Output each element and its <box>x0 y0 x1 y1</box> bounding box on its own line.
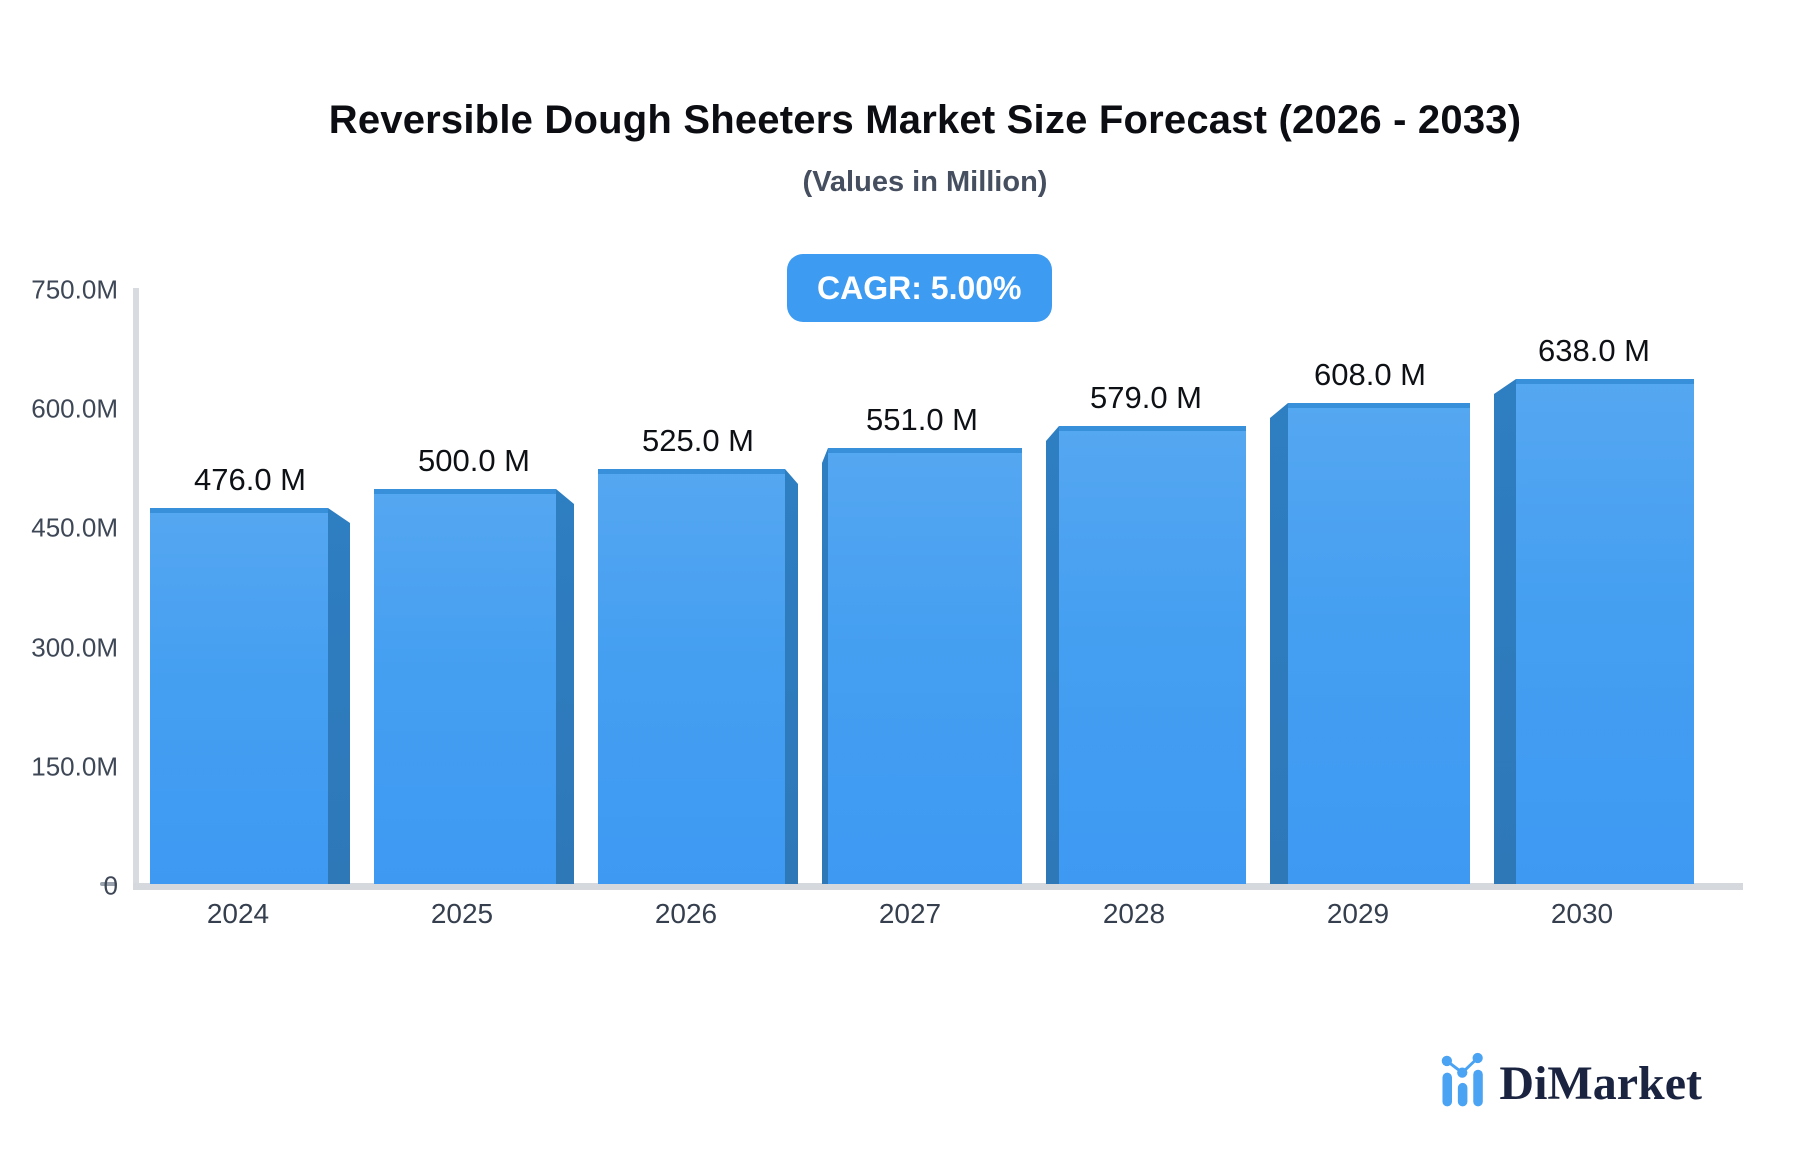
bar-2030-3d-side <box>1494 379 1516 884</box>
x-category-label: 2029 <box>1326 898 1390 929</box>
cagr-badge: CAGR: 5.00% <box>787 254 1052 322</box>
bar-2026-3d-side <box>785 469 798 884</box>
cagr-badge-label: CAGR: 5.00% <box>817 269 1022 306</box>
x-category-label: 2024 <box>206 898 270 929</box>
bar-2025-3d-side <box>556 489 574 884</box>
bar-2027-3d-side <box>822 448 828 884</box>
x-category-label: 2025 <box>430 898 494 929</box>
chart-subtitle: (Values in Million) <box>802 166 1048 198</box>
bar-value-label: 579.0 M <box>1089 380 1202 415</box>
bar-2024-3d-side <box>328 508 350 884</box>
bar-2024 <box>150 508 328 884</box>
bar-value-label: 638.0 M <box>1537 333 1650 368</box>
zero-tick-dash <box>100 882 117 886</box>
logo-wordmark: DiMarket <box>1499 1057 1702 1110</box>
x-category-label: 2026 <box>654 898 718 929</box>
y-tick-label: 450.0M <box>31 512 118 543</box>
chart-title: Reversible Dough Sheeters Market Size Fo… <box>328 98 1522 142</box>
y-tick-label: 600.0M <box>31 393 118 424</box>
y-tick-label: 150.0M <box>31 751 118 782</box>
y-tick-label: 750.0M <box>31 274 118 305</box>
bar-value-label: 525.0 M <box>641 423 754 458</box>
bar-2030 <box>1516 379 1694 884</box>
bar-2029-3d-side <box>1270 403 1288 884</box>
bar-2028-3d-side <box>1046 426 1059 884</box>
bar-value-label: 551.0 M <box>865 402 978 437</box>
logo-bar-chart-icon <box>1441 1052 1485 1108</box>
x-category-label: 2030 <box>1550 898 1614 929</box>
y-tick-label: 0 <box>103 870 118 901</box>
x-category-label: 2027 <box>878 898 942 929</box>
y-axis-line <box>133 288 139 889</box>
bar-2025 <box>374 489 556 884</box>
bar-value-label: 476.0 M <box>193 462 306 497</box>
x-axis-baseline <box>133 883 1743 890</box>
bar-2026 <box>598 469 785 884</box>
x-category-label: 2028 <box>1102 898 1166 929</box>
bar-2028 <box>1059 426 1246 884</box>
brand-logo: DiMarket <box>1441 1052 1702 1108</box>
bar-value-label: 608.0 M <box>1313 357 1426 392</box>
y-tick-label: 300.0M <box>31 632 118 663</box>
bar-2029 <box>1288 403 1470 884</box>
bar-value-label: 500.0 M <box>417 443 530 478</box>
bar-2027 <box>828 448 1022 884</box>
